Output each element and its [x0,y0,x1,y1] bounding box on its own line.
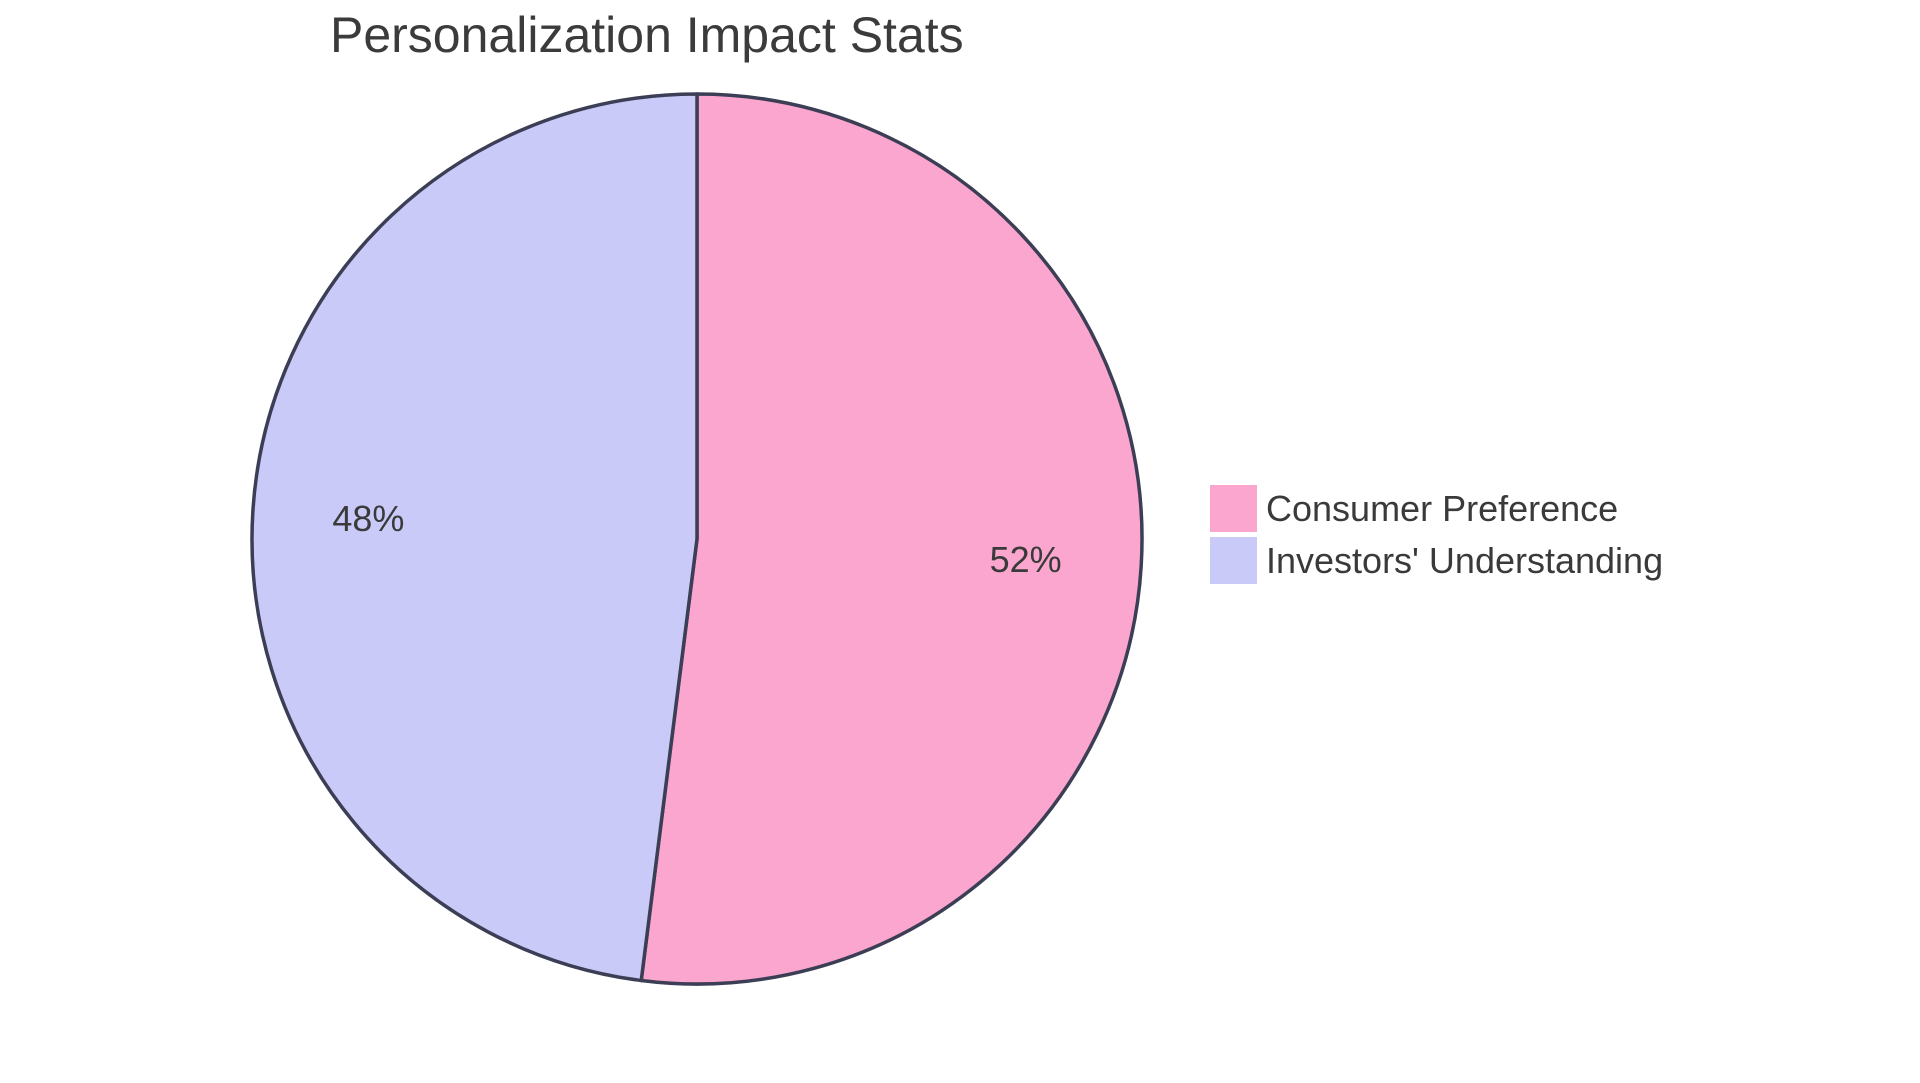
legend: Consumer Preference Investors' Understan… [1210,485,1663,584]
legend-label: Investors' Understanding [1266,539,1664,581]
legend-item-investors-understanding: Investors' Understanding [1210,537,1663,584]
slice-percent-label: 52% [990,539,1062,580]
pie-slice [639,92,1144,986]
chart-title: Personalization Impact Stats [330,7,964,63]
legend-item-consumer-preference: Consumer Preference [1210,485,1663,532]
legend-swatch [1210,485,1257,532]
pie-slice [250,92,699,983]
slice-percent-label: 48% [332,498,404,539]
legend-label: Consumer Preference [1266,487,1619,529]
legend-swatch [1210,537,1257,584]
